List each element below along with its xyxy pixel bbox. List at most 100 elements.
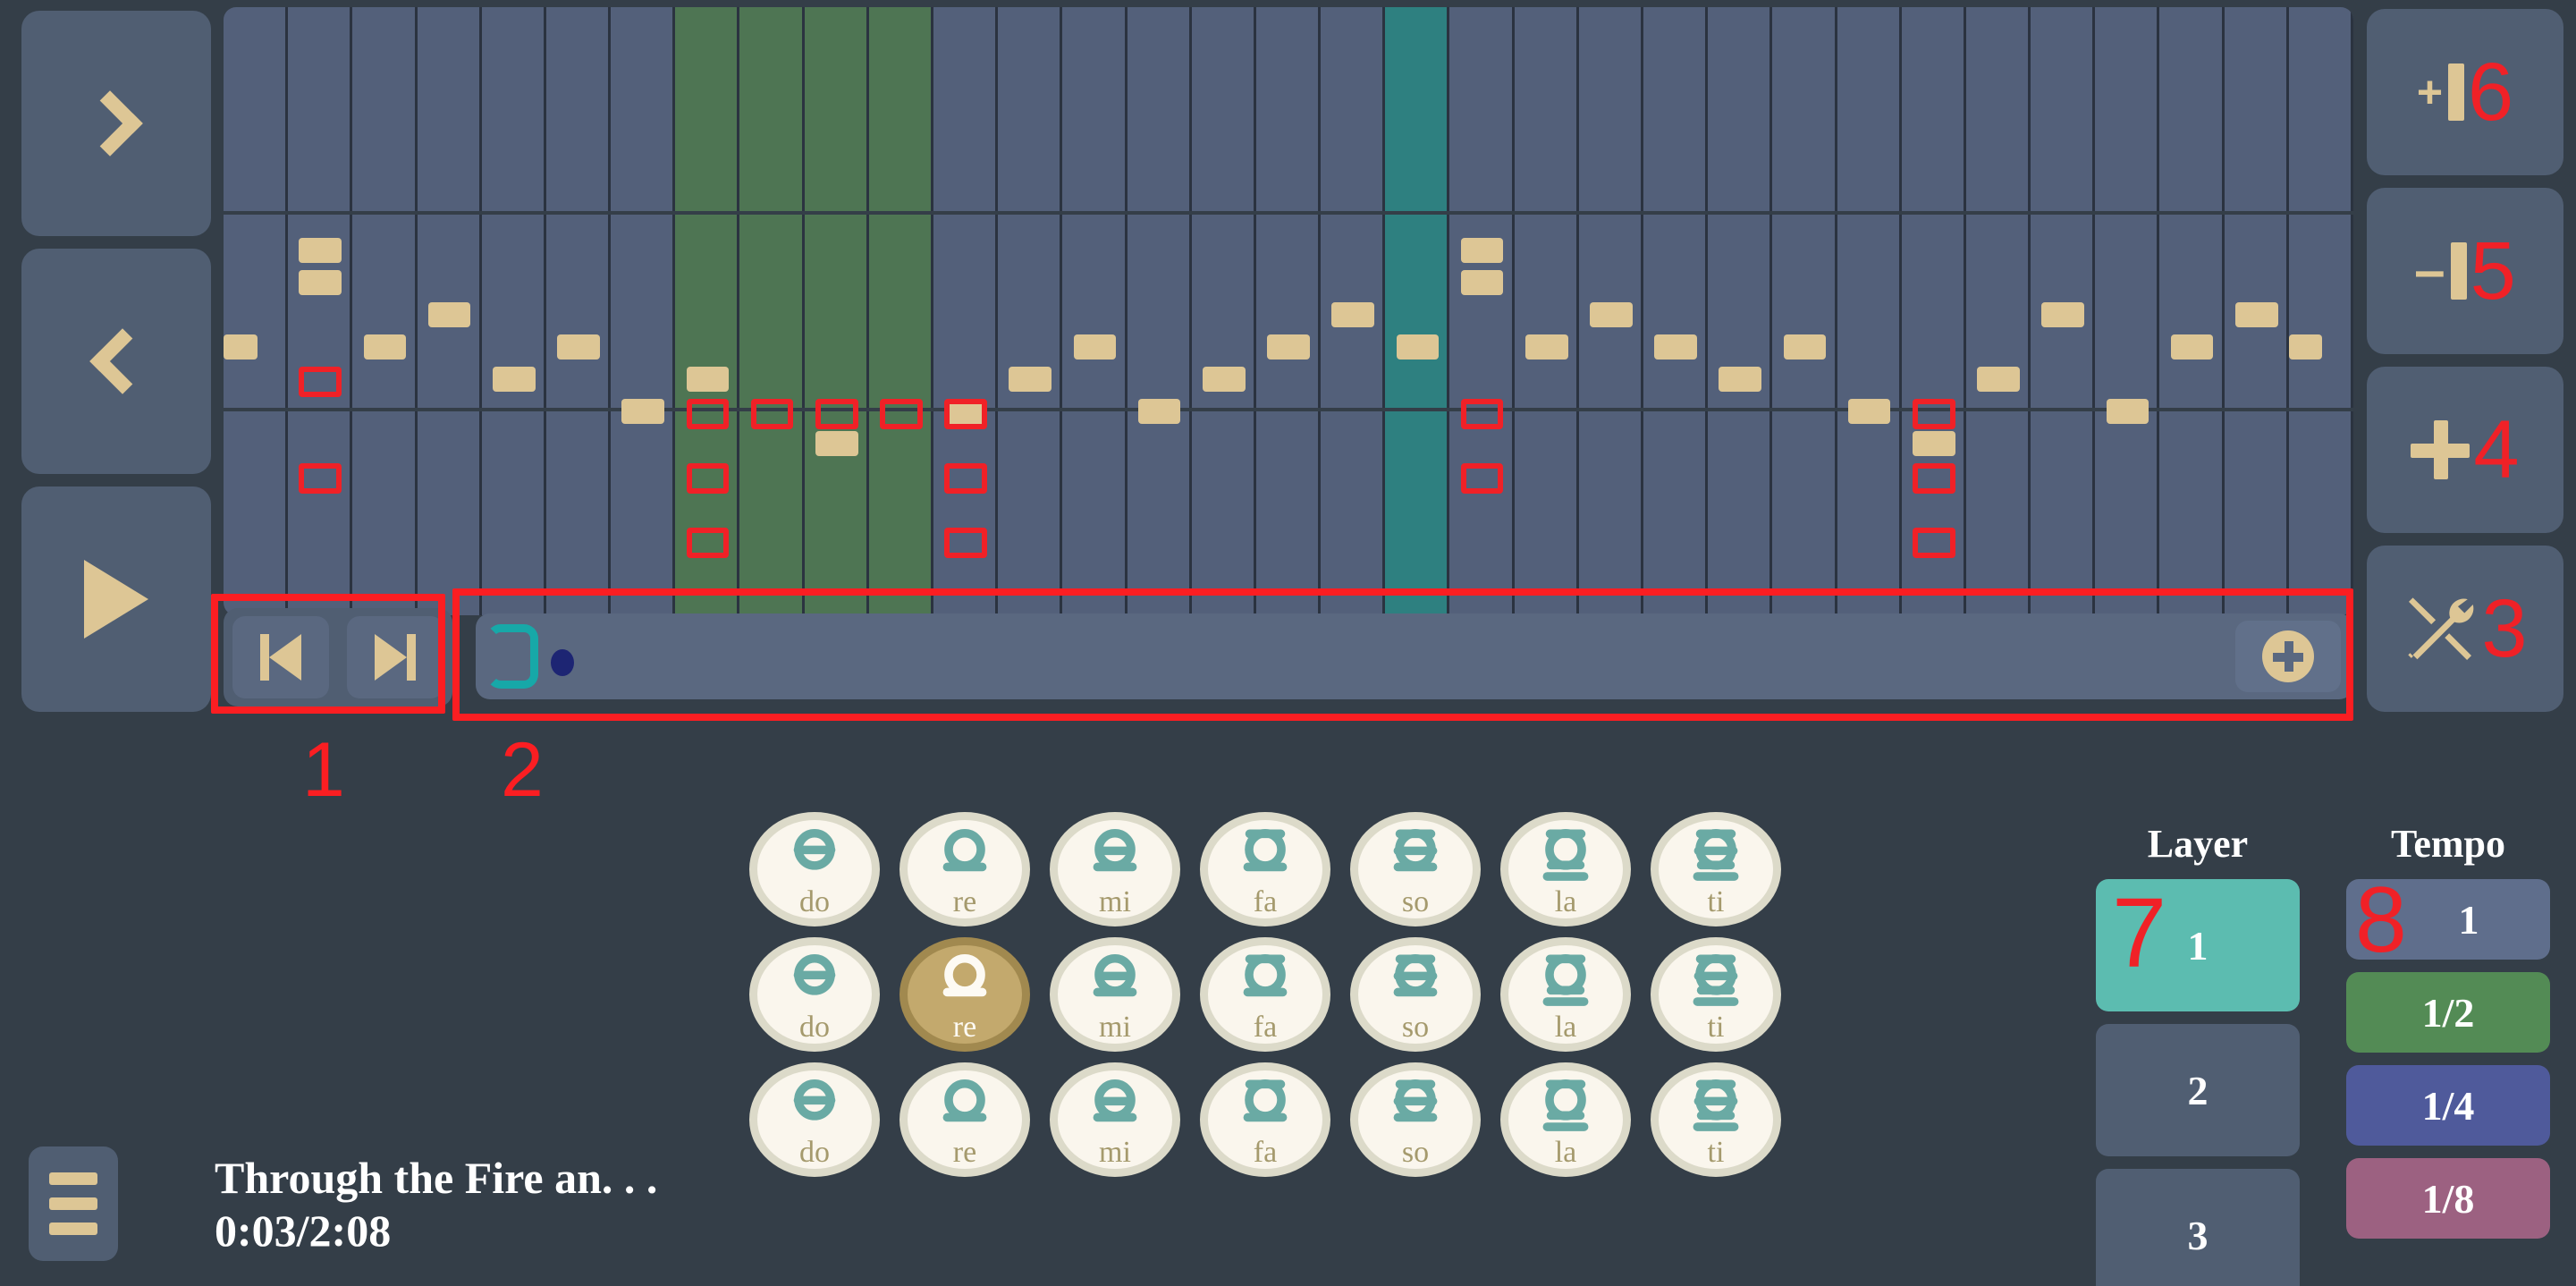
note-cell-outline[interactable]	[750, 399, 794, 429]
note-pad-do-mid[interactable]: do	[749, 937, 880, 1052]
grid-column[interactable]	[2159, 7, 2225, 615]
note-pad-do-high[interactable]: do	[749, 812, 880, 926]
grid-column[interactable]	[352, 7, 418, 615]
skip-back-button[interactable]	[232, 616, 329, 698]
menu-button[interactable]	[29, 1146, 118, 1261]
note-cell[interactable]	[815, 431, 858, 456]
grid-column[interactable]	[1128, 7, 1192, 615]
note-pad-la-low[interactable]: la	[1500, 1062, 1631, 1177]
note-pad-ti-mid[interactable]: ti	[1651, 937, 1781, 1052]
timeline-scrollbar[interactable]	[476, 613, 2353, 699]
note-cell-outline[interactable]	[944, 463, 987, 494]
note-cell[interactable]	[557, 334, 600, 360]
note-pad-so-high[interactable]: so	[1350, 812, 1481, 926]
grid-column[interactable]	[1062, 7, 1128, 615]
next-page-button[interactable]	[21, 11, 211, 236]
note-cell-outline[interactable]	[880, 399, 923, 429]
note-cell[interactable]	[1460, 270, 1504, 295]
remove-bar-button[interactable]: – 5	[2367, 188, 2563, 354]
note-pad-so-mid[interactable]: so	[1350, 937, 1481, 1052]
layer-3-button[interactable]: 3	[2096, 1169, 2300, 1286]
grid-column[interactable]	[868, 7, 933, 615]
tempo-eighth-button[interactable]: 1/8	[2346, 1158, 2550, 1239]
grid-column[interactable]	[611, 7, 676, 615]
note-pad-fa-mid[interactable]: fa	[1200, 937, 1330, 1052]
note-cell[interactable]	[224, 334, 258, 360]
note-cell[interactable]	[944, 399, 987, 429]
grid-column[interactable]	[1321, 7, 1386, 615]
grid-column[interactable]	[1579, 7, 1643, 615]
note-pad-fa-high[interactable]: fa	[1200, 812, 1330, 926]
note-cell[interactable]	[1396, 334, 1440, 360]
note-cell[interactable]	[1654, 334, 1697, 360]
note-pad-mi-low[interactable]: mi	[1050, 1062, 1180, 1177]
grid-column[interactable]	[1902, 7, 1966, 615]
note-cell[interactable]	[1912, 431, 1955, 456]
note-cell[interactable]	[299, 270, 342, 295]
note-pad-so-low[interactable]: so	[1350, 1062, 1481, 1177]
grid-column[interactable]	[1966, 7, 2031, 615]
note-cell[interactable]	[1137, 399, 1181, 424]
note-cell[interactable]	[2288, 334, 2323, 360]
grid-column[interactable]	[1385, 7, 1450, 615]
note-cell-outline[interactable]	[686, 528, 730, 558]
grid-column[interactable]	[675, 7, 740, 615]
note-cell-outline[interactable]	[299, 463, 342, 494]
scrollbar-thumb[interactable]	[486, 624, 538, 689]
note-cell[interactable]	[1009, 367, 1052, 392]
note-cell-outline[interactable]	[686, 463, 730, 494]
note-cell[interactable]	[1977, 367, 2020, 392]
note-cell[interactable]	[2041, 302, 2084, 327]
note-cell[interactable]	[1590, 302, 1633, 327]
note-cell-outline[interactable]	[1912, 528, 1955, 558]
note-pad-re-high[interactable]: re	[899, 812, 1030, 926]
grid-column[interactable]	[1256, 7, 1322, 615]
note-cell[interactable]	[299, 238, 342, 263]
note-pad-la-high[interactable]: la	[1500, 812, 1631, 926]
note-cell-outline[interactable]	[944, 528, 987, 558]
grid-column[interactable]	[2225, 7, 2289, 615]
grid-column[interactable]	[2031, 7, 2096, 615]
note-pad-re-mid[interactable]: re	[899, 937, 1030, 1052]
play-button[interactable]	[21, 486, 211, 712]
add-bar-button[interactable]: + 6	[2367, 9, 2563, 175]
note-cell[interactable]	[492, 367, 536, 392]
note-cell[interactable]	[1202, 367, 1246, 392]
note-cell[interactable]	[1719, 367, 1762, 392]
note-cell-outline[interactable]	[299, 367, 342, 397]
grid-column[interactable]	[1192, 7, 1256, 615]
note-pad-fa-low[interactable]: fa	[1200, 1062, 1330, 1177]
grid-column[interactable]	[998, 7, 1063, 615]
note-cell-outline[interactable]	[686, 399, 730, 429]
prev-page-button[interactable]	[21, 249, 211, 474]
note-pad-re-low[interactable]: re	[899, 1062, 1030, 1177]
note-pad-do-low[interactable]: do	[749, 1062, 880, 1177]
tempo-1-button[interactable]: 8 1	[2346, 874, 2550, 967]
grid-column[interactable]	[1837, 7, 1902, 615]
grid-column[interactable]	[1643, 7, 1709, 615]
grid-column[interactable]	[546, 7, 612, 615]
note-pad-ti-high[interactable]: ti	[1651, 812, 1781, 926]
grid-column[interactable]	[804, 7, 869, 615]
note-cell-outline[interactable]	[1460, 463, 1504, 494]
grid-column[interactable]	[1708, 7, 1773, 615]
grid-column[interactable]	[1772, 7, 1837, 615]
tempo-quarter-button[interactable]: 1/4	[2346, 1065, 2550, 1146]
note-pad-ti-low[interactable]: ti	[1651, 1062, 1781, 1177]
grid-column[interactable]	[418, 7, 482, 615]
note-cell[interactable]	[2170, 334, 2214, 360]
note-cell[interactable]	[2234, 302, 2278, 327]
note-grid[interactable]	[224, 7, 2353, 615]
note-cell[interactable]	[2106, 399, 2149, 424]
note-pad-mi-mid[interactable]: mi	[1050, 937, 1180, 1052]
note-cell-outline[interactable]	[1912, 399, 1955, 429]
note-pad-mi-high[interactable]: mi	[1050, 812, 1180, 926]
note-cell[interactable]	[1073, 334, 1117, 360]
grid-column[interactable]	[1515, 7, 1579, 615]
grid-column[interactable]	[288, 7, 353, 615]
note-cell[interactable]	[1460, 238, 1504, 263]
tempo-half-button[interactable]: 1/2	[2346, 972, 2550, 1053]
grid-column[interactable]	[933, 7, 999, 615]
grid-column[interactable]	[2095, 7, 2160, 615]
note-cell-outline[interactable]	[1912, 463, 1955, 494]
